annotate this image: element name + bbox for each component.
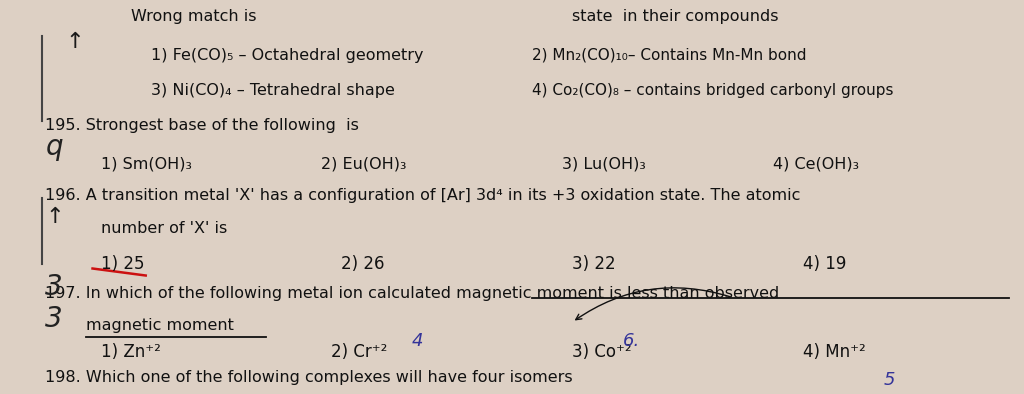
Text: 4) Ce(OH)₃: 4) Ce(OH)₃ <box>773 156 859 171</box>
Text: magnetic moment: magnetic moment <box>85 318 233 333</box>
Text: number of 'X' is: number of 'X' is <box>100 221 226 236</box>
Text: 198. Which one of the following complexes will have four isomers: 198. Which one of the following complexe… <box>45 370 573 385</box>
Text: 3: 3 <box>45 273 63 301</box>
Text: 3) Lu(OH)₃: 3) Lu(OH)₃ <box>562 156 646 171</box>
Text: 4) Mn⁺²: 4) Mn⁺² <box>803 343 865 361</box>
Text: Wrong match is: Wrong match is <box>131 9 256 24</box>
Text: 3: 3 <box>45 305 63 333</box>
Text: 3) 22: 3) 22 <box>572 255 615 273</box>
Text: 1) Fe(CO)₅ – Octahedral geometry: 1) Fe(CO)₅ – Octahedral geometry <box>151 48 423 63</box>
Text: 5: 5 <box>884 371 895 389</box>
Text: ↑: ↑ <box>45 208 63 227</box>
Text: 1) 25: 1) 25 <box>100 255 144 273</box>
Text: state  in their compounds: state in their compounds <box>572 9 778 24</box>
Text: 197. In which of the following metal ion calculated magnetic moment is less than: 197. In which of the following metal ion… <box>45 286 779 301</box>
Text: 1) Zn⁺²: 1) Zn⁺² <box>100 343 161 361</box>
Text: 4) Co₂(CO)₈ – contains bridged carbonyl groups: 4) Co₂(CO)₈ – contains bridged carbonyl … <box>532 83 894 98</box>
Text: 4) 19: 4) 19 <box>803 255 847 273</box>
Text: q: q <box>45 133 63 161</box>
Text: 195. Strongest base of the following  is: 195. Strongest base of the following is <box>45 118 359 133</box>
Text: 4: 4 <box>412 332 423 350</box>
Text: 2) Mn₂(CO)₁₀– Contains Mn-Mn bond: 2) Mn₂(CO)₁₀– Contains Mn-Mn bond <box>532 48 807 63</box>
Text: 2) 26: 2) 26 <box>341 255 385 273</box>
Text: 2) Cr⁺²: 2) Cr⁺² <box>332 343 388 361</box>
Text: 1) Sm(OH)₃: 1) Sm(OH)₃ <box>100 156 191 171</box>
Text: ↑: ↑ <box>66 32 84 52</box>
Text: 6.: 6. <box>623 332 640 350</box>
Text: 196. A transition metal 'X' has a configuration of [Ar] 3d⁴ in its +3 oxidation : 196. A transition metal 'X' has a config… <box>45 188 801 203</box>
Text: 2) Eu(OH)₃: 2) Eu(OH)₃ <box>322 156 407 171</box>
Text: 3) Co⁺²: 3) Co⁺² <box>572 343 632 361</box>
Text: 3) Ni(CO)₄ – Tetrahedral shape: 3) Ni(CO)₄ – Tetrahedral shape <box>151 83 394 98</box>
